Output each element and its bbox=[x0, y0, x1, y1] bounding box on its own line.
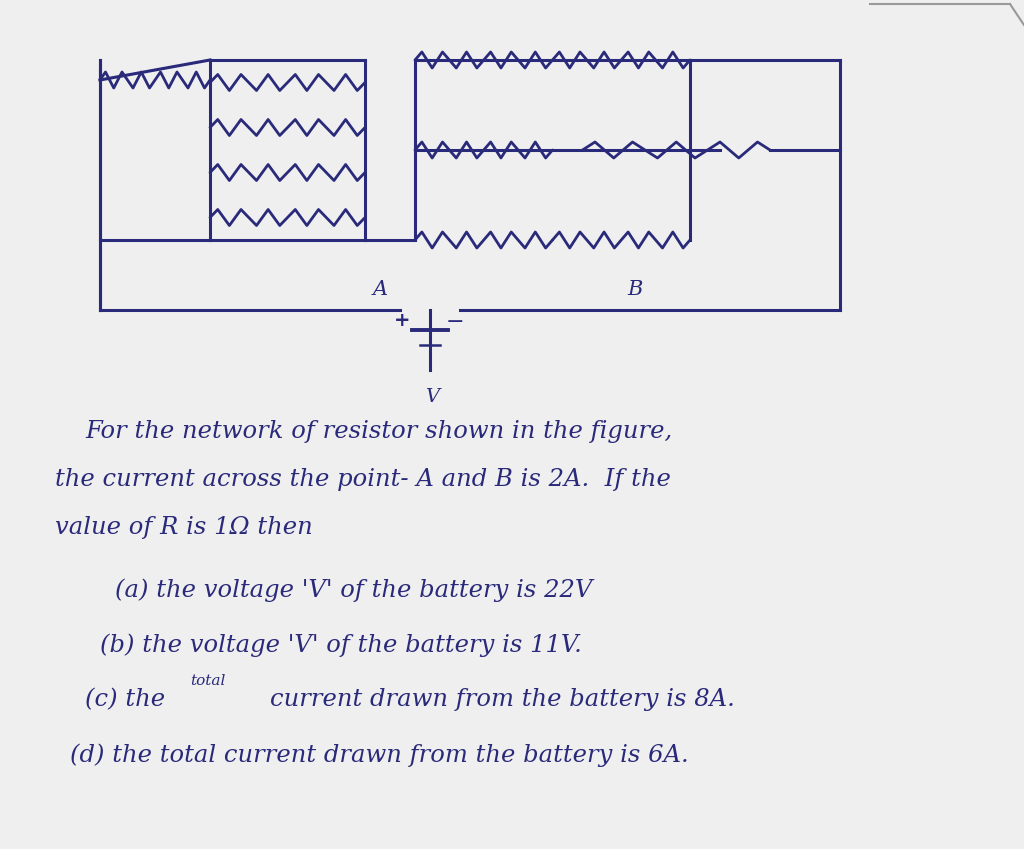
Text: +: + bbox=[394, 311, 411, 329]
Text: V: V bbox=[425, 388, 439, 406]
Text: B: B bbox=[628, 280, 643, 299]
Text: (c) the: (c) the bbox=[85, 689, 165, 711]
Text: −: − bbox=[445, 312, 464, 332]
Text: current drawn from the battery is 8A.: current drawn from the battery is 8A. bbox=[270, 689, 735, 711]
Text: value of R is 1Ω then: value of R is 1Ω then bbox=[55, 516, 312, 539]
Text: (b) the voltage 'V' of the battery is 11V.: (b) the voltage 'V' of the battery is 11… bbox=[100, 633, 582, 657]
Text: (a) the voltage 'V' of the battery is 22V: (a) the voltage 'V' of the battery is 22… bbox=[115, 578, 592, 602]
Text: A: A bbox=[373, 280, 387, 299]
Text: the current across the point- A and B is 2A.  If the: the current across the point- A and B is… bbox=[55, 468, 671, 491]
Text: (d) the total current drawn from the battery is 6A.: (d) the total current drawn from the bat… bbox=[70, 744, 689, 767]
Text: For the network of resistor shown in the figure,: For the network of resistor shown in the… bbox=[85, 420, 672, 443]
Text: total: total bbox=[190, 674, 225, 689]
